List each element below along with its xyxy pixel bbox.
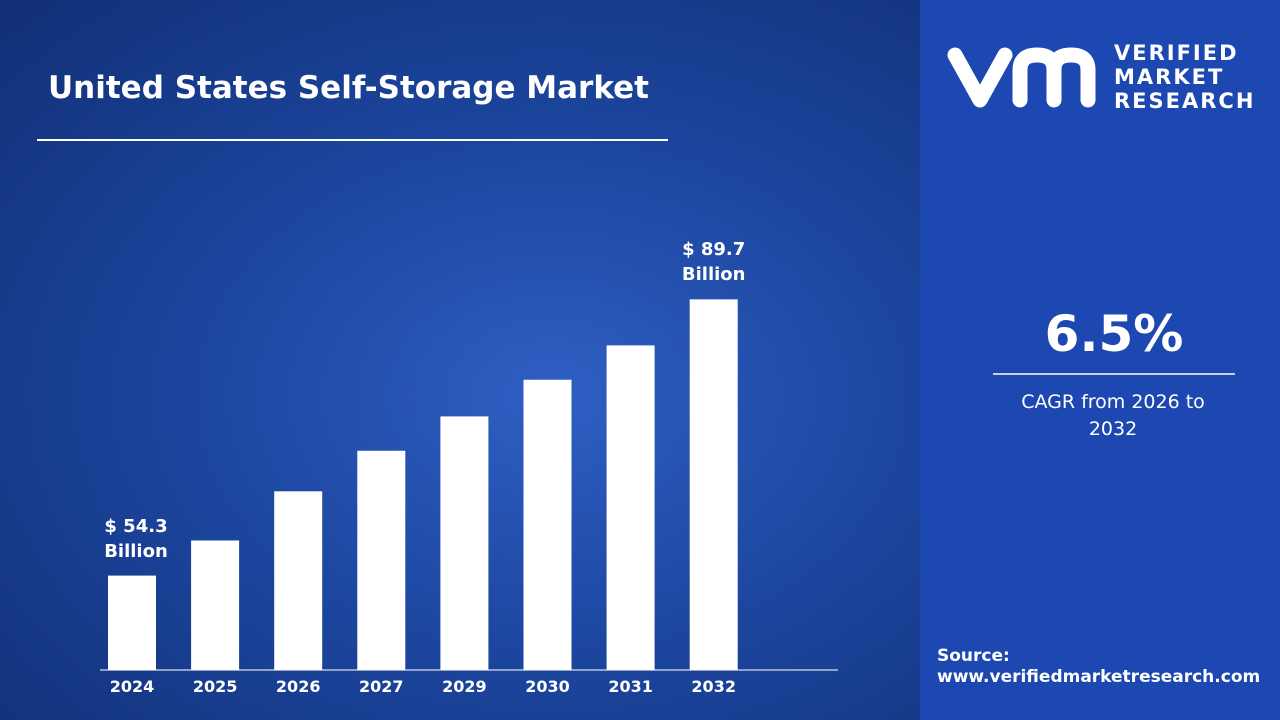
source-url: www.verifiedmarketresearch.com [937, 667, 1261, 687]
bar [523, 379, 572, 670]
bar [191, 540, 240, 670]
x-tick-label: 2032 [691, 677, 736, 696]
value-label: $ 89.7 Billion [681, 239, 746, 286]
x-tick-label: 2030 [525, 677, 570, 696]
source-label: Source: [937, 646, 1010, 666]
brand-text: RESEARCH [1114, 89, 1256, 113]
x-tick-label: 2029 [442, 677, 487, 696]
bar [108, 575, 156, 670]
cagr-label: CAGR from 2026 to 2032 [1021, 391, 1205, 440]
bar [357, 450, 406, 670]
bar [606, 345, 655, 670]
x-tick-label: 2026 [275, 677, 321, 696]
cagr-value: 6.5% [1044, 305, 1184, 363]
value-label: $ 54.3 Billion [104, 515, 168, 562]
x-tick-label: 2025 [192, 677, 238, 696]
logo-mark [947, 47, 1096, 108]
bar [440, 416, 489, 670]
x-tick-label: 2031 [608, 677, 653, 696]
bar [274, 491, 323, 670]
bar [689, 299, 738, 670]
brand-text: VERIFIED [1114, 41, 1239, 65]
chart-title: United States Self-Storage Market [48, 70, 649, 106]
x-tick-label: 2024 [109, 677, 155, 696]
brand-text: MARKET [1114, 65, 1225, 89]
x-tick-label: 2027 [359, 677, 404, 696]
